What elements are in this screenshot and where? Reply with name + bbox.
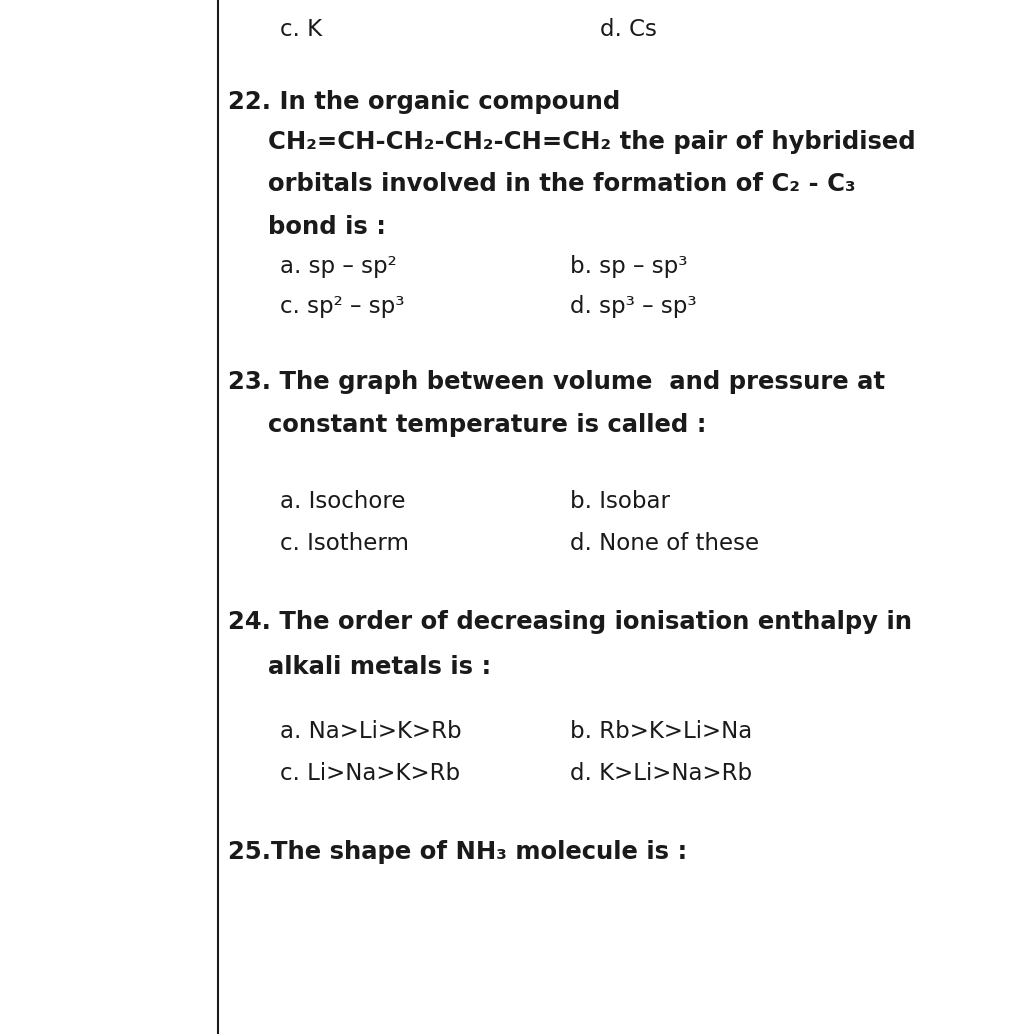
- Text: a. Na>Li>K>Rb: a. Na>Li>K>Rb: [280, 720, 462, 743]
- Text: b. Isobar: b. Isobar: [570, 490, 670, 513]
- Text: 22. In the organic compound: 22. In the organic compound: [228, 90, 621, 114]
- Text: 23. The graph between volume  and pressure at: 23. The graph between volume and pressur…: [228, 370, 885, 394]
- Text: orbitals involved in the formation of C₂ - C₃: orbitals involved in the formation of C₂…: [268, 172, 856, 196]
- Text: c. Isotherm: c. Isotherm: [280, 533, 409, 555]
- Text: d. Cs: d. Cs: [600, 18, 656, 41]
- Text: CH₂=CH-CH₂-CH₂-CH=CH₂ the pair of hybridised: CH₂=CH-CH₂-CH₂-CH=CH₂ the pair of hybrid…: [268, 130, 915, 154]
- Text: bond is :: bond is :: [268, 215, 386, 239]
- Text: d. sp³ – sp³: d. sp³ – sp³: [570, 295, 696, 318]
- Text: d. K>Li>Na>Rb: d. K>Li>Na>Rb: [570, 762, 752, 785]
- Text: b. sp – sp³: b. sp – sp³: [570, 255, 687, 278]
- Text: c. K: c. K: [280, 18, 323, 41]
- Text: c. Li>Na>K>Rb: c. Li>Na>K>Rb: [280, 762, 460, 785]
- Text: b. Rb>K>Li>Na: b. Rb>K>Li>Na: [570, 720, 753, 743]
- Text: 24. The order of decreasing ionisation enthalpy in: 24. The order of decreasing ionisation e…: [228, 610, 912, 634]
- Text: 25.The shape of NH₃ molecule is :: 25.The shape of NH₃ molecule is :: [228, 840, 687, 864]
- Text: a. sp – sp²: a. sp – sp²: [280, 255, 396, 278]
- Text: a. Isochore: a. Isochore: [280, 490, 406, 513]
- Text: alkali metals is :: alkali metals is :: [268, 655, 492, 679]
- Text: d. None of these: d. None of these: [570, 533, 759, 555]
- Text: constant temperature is called :: constant temperature is called :: [268, 413, 707, 437]
- Text: c. sp² – sp³: c. sp² – sp³: [280, 295, 404, 318]
